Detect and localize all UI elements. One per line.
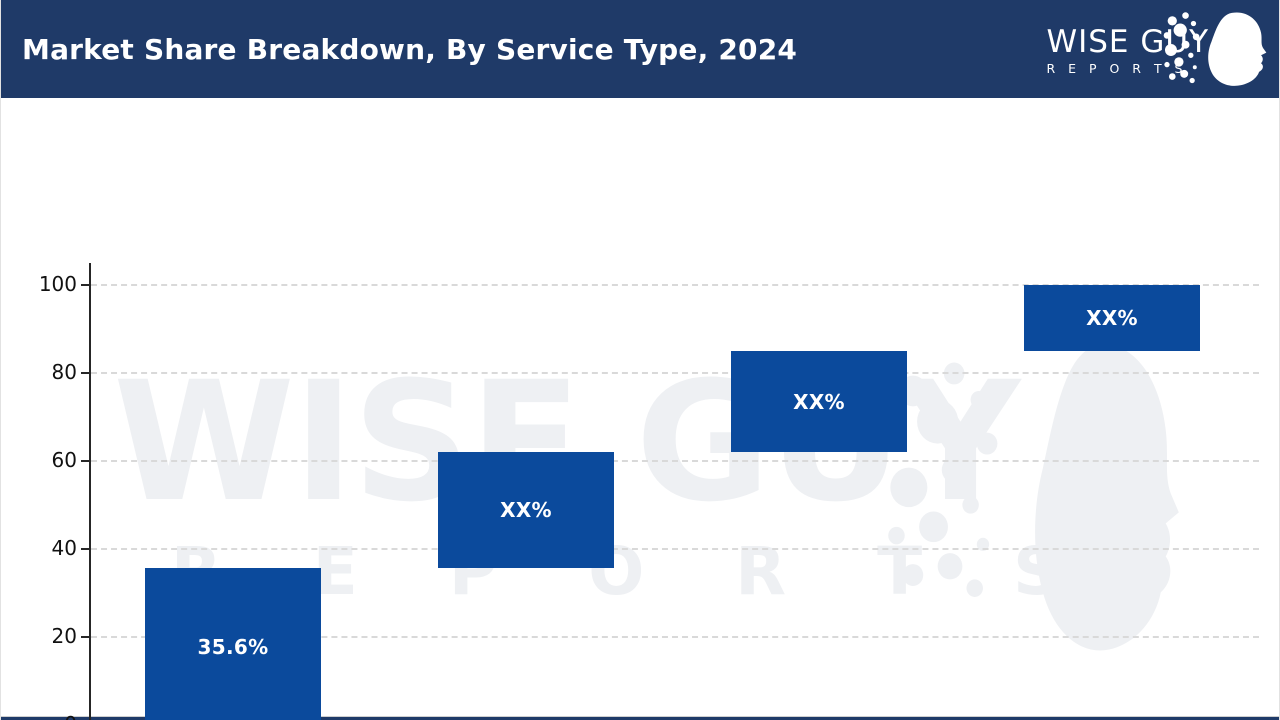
y-tick-label-40: 40 xyxy=(51,536,77,560)
wiseguy-logo-text: WISE GUY R E P O R T S xyxy=(1046,25,1209,76)
logo-wordmark: WISE GUY xyxy=(1046,23,1209,60)
y-axis-line xyxy=(89,263,91,720)
bar-mechanical-upgrades: 35.6% xyxy=(145,568,321,720)
bar-value-label-mechanical-upgrades: 35.6% xyxy=(197,634,269,659)
bar-value-label-safety-enhancements: XX% xyxy=(1086,306,1138,330)
chart-card: WISE GUY R E P O R T S 02040608010035.6%… xyxy=(1,98,1279,720)
bar-value-label-structural-modifications: XX% xyxy=(793,389,845,414)
footer-bar xyxy=(1,717,1279,720)
plot-area: 02040608010035.6%Mechanical UpgradesXX%E… xyxy=(1,98,1279,720)
y-tick-mark-40 xyxy=(81,548,89,550)
page-title: Market Share Breakdown, By Service Type,… xyxy=(22,32,798,66)
y-tick-label-100: 100 xyxy=(38,272,77,296)
gridline-100 xyxy=(91,284,1259,286)
bar-structural-modifications: XX% xyxy=(731,351,907,453)
y-tick-label-20: 20 xyxy=(51,624,77,648)
logo-subtitle: R E P O R T S xyxy=(1046,60,1187,76)
y-tick-mark-100 xyxy=(81,284,89,286)
gridline-40 xyxy=(91,548,1259,550)
gridline-60 xyxy=(91,460,1259,462)
y-tick-mark-80 xyxy=(81,372,89,374)
bar-safety-enhancements: XX% xyxy=(1024,285,1200,351)
header-bar: Market Share Breakdown, By Service Type,… xyxy=(1,0,1279,98)
gridline-20 xyxy=(91,636,1259,638)
y-tick-mark-60 xyxy=(81,460,89,462)
y-tick-mark-20 xyxy=(81,636,89,638)
bar-value-label-electrical-upgrades: XX% xyxy=(500,498,552,523)
y-tick-label-60: 60 xyxy=(51,448,77,472)
gridline-80 xyxy=(91,372,1259,374)
wiseguy-logo: WISE GUY R E P O R T S xyxy=(1046,8,1269,92)
y-tick-label-80: 80 xyxy=(51,360,77,384)
y-tick-label-0: 0 xyxy=(15,712,77,720)
bar-electrical-upgrades: XX% xyxy=(438,452,614,569)
